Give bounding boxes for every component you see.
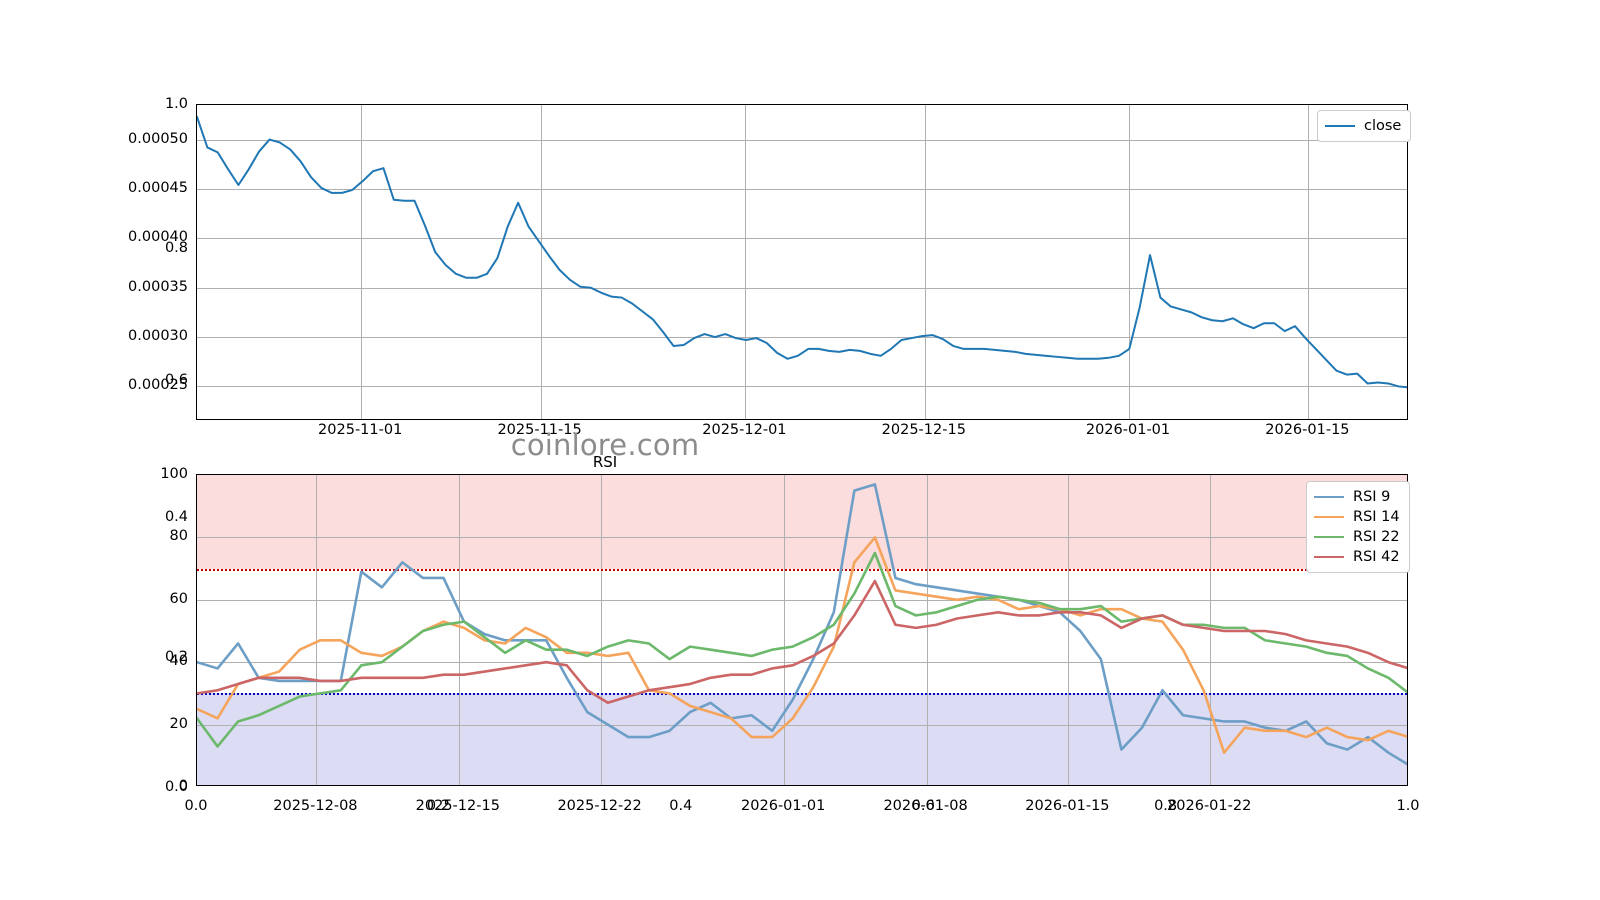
gridline-vertical bbox=[458, 475, 460, 785]
rsi-title-text: RSI bbox=[592, 453, 618, 471]
rsi-line-path-3 bbox=[197, 579, 1407, 705]
gridline-vertical bbox=[540, 105, 542, 419]
y-tick-label: 0.00035 bbox=[128, 278, 188, 295]
price-chart-legend[interactable]: close bbox=[1317, 110, 1412, 142]
secondary-y-tick-label: 0.6 bbox=[164, 372, 188, 388]
secondary-y-tick-label: 1.0 bbox=[164, 96, 188, 112]
line-swatch-icon bbox=[1314, 536, 1344, 538]
gridline-vertical bbox=[600, 475, 602, 785]
gridline-horizontal bbox=[197, 337, 1407, 339]
secondary-y-tick-label: 0.8 bbox=[164, 240, 188, 256]
secondary-x-tick-label: 0.2 bbox=[426, 798, 450, 814]
gridline-horizontal bbox=[197, 599, 1407, 601]
secondary-y-tick-label: 0.4 bbox=[164, 509, 188, 525]
gridline-horizontal bbox=[197, 386, 1407, 388]
legend-item-close[interactable]: close bbox=[1325, 116, 1401, 136]
legend-item-rsi-22[interactable]: RSI 22 bbox=[1314, 527, 1400, 547]
line-swatch-icon bbox=[1325, 125, 1355, 127]
y-tick-label: 0.00050 bbox=[128, 130, 188, 147]
x-tick-label: 2026-01-01 bbox=[741, 798, 826, 814]
rsi-chart-plot-area bbox=[196, 474, 1408, 786]
gridline-vertical bbox=[1308, 105, 1310, 419]
rsi-chart-legend[interactable]: RSI 9 RSI 14 RSI 22 RSI 42 bbox=[1306, 481, 1410, 573]
overbought-threshold-line bbox=[197, 568, 1407, 571]
legend-label: RSI 14 bbox=[1353, 508, 1400, 525]
gridline-horizontal bbox=[197, 238, 1407, 240]
gridline-horizontal bbox=[197, 287, 1407, 289]
x-tick-label: 2025-12-22 bbox=[557, 798, 642, 814]
rsi-line-path-0 bbox=[197, 483, 1407, 766]
legend-label: close bbox=[1364, 117, 1402, 134]
secondary-x-tick-label: 0.6 bbox=[911, 798, 935, 814]
x-tick-label: 2025-12-15 bbox=[415, 798, 500, 814]
line-swatch-icon bbox=[1314, 516, 1344, 518]
legend-label: RSI 22 bbox=[1353, 528, 1400, 545]
gridline-horizontal bbox=[197, 662, 1407, 664]
overbought-band bbox=[197, 475, 1407, 569]
y-tick-label: 60 bbox=[169, 590, 188, 607]
y-tick-label: 100 bbox=[160, 466, 188, 482]
oversold-band bbox=[197, 693, 1407, 785]
legend-item-rsi-14[interactable]: RSI 14 bbox=[1314, 507, 1400, 527]
line-swatch-icon bbox=[1314, 556, 1344, 558]
gridline-vertical bbox=[1068, 475, 1070, 785]
rsi-line-path-2 bbox=[197, 551, 1407, 748]
x-tick-label: 2025-12-01 bbox=[702, 422, 787, 438]
x-tick-label: 2026-01-15 bbox=[1265, 422, 1350, 438]
y-tick-label: 0.00045 bbox=[128, 179, 188, 196]
gridline-vertical bbox=[1129, 105, 1130, 419]
y-tick-label: 0.00025 bbox=[128, 377, 188, 394]
secondary-x-tick-label: 0.4 bbox=[669, 798, 693, 814]
legend-label: RSI 9 bbox=[1353, 488, 1391, 505]
gridline-vertical bbox=[361, 105, 363, 419]
y-tick-label: 0.00040 bbox=[128, 229, 188, 246]
x-tick-label: 2026-01-01 bbox=[1085, 422, 1171, 438]
rsi-series-lines bbox=[197, 483, 1407, 766]
gridline-horizontal bbox=[197, 537, 1407, 539]
legend-item-rsi-42[interactable]: RSI 42 bbox=[1314, 547, 1400, 567]
gridline-horizontal bbox=[197, 724, 1407, 726]
y-tick-label: 40 bbox=[169, 653, 188, 670]
rsi-chart-title: RSI bbox=[0, 453, 1600, 471]
x-tick-label: 2025-11-01 bbox=[318, 422, 403, 438]
oversold-threshold-line bbox=[197, 693, 1407, 696]
x-tick-label: 2026-01-15 bbox=[1025, 798, 1110, 814]
gridline-vertical bbox=[924, 105, 926, 419]
secondary-x-tick-label: 0.8 bbox=[1154, 798, 1178, 814]
x-tick-label: 2026-01-22 bbox=[1167, 798, 1252, 814]
gridline-vertical bbox=[926, 475, 928, 785]
y-tick-label: 0 bbox=[178, 778, 188, 794]
x-tick-label: 2026-01-08 bbox=[883, 798, 968, 814]
secondary-x-tick-label: 0.0 bbox=[184, 798, 208, 814]
y-tick-label: 20 bbox=[169, 715, 188, 732]
x-tick-label: 2025-12-08 bbox=[273, 798, 358, 814]
secondary-y-tick-label: 0.2 bbox=[164, 649, 188, 665]
price-line-path bbox=[197, 115, 1407, 389]
price-chart-plot-area bbox=[196, 104, 1408, 420]
legend-item-rsi-9[interactable]: RSI 9 bbox=[1314, 487, 1400, 507]
line-swatch-icon bbox=[1314, 496, 1344, 498]
secondary-y-tick-label: 0.0 bbox=[164, 779, 188, 795]
gridline-horizontal bbox=[197, 188, 1407, 190]
gridline-vertical bbox=[784, 475, 786, 785]
gridline-vertical bbox=[745, 105, 747, 419]
y-tick-label: 0.00030 bbox=[128, 328, 188, 345]
x-tick-label: 2025-11-15 bbox=[497, 422, 582, 438]
x-tick-label: 2025-12-15 bbox=[881, 422, 966, 438]
y-tick-label: 80 bbox=[169, 528, 188, 545]
secondary-x-tick-label: 1.0 bbox=[1396, 798, 1420, 814]
legend-label: RSI 42 bbox=[1353, 548, 1400, 565]
gridline-horizontal bbox=[197, 139, 1407, 141]
gridline-vertical bbox=[316, 475, 318, 785]
price-close-line bbox=[197, 115, 1407, 389]
